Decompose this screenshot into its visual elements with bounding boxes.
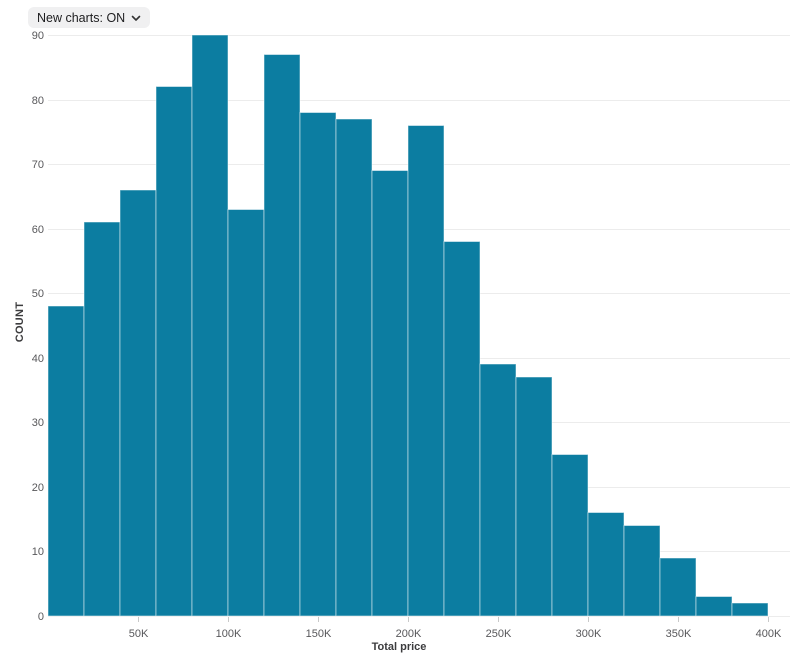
new-charts-toggle[interactable]: New charts: ON bbox=[28, 7, 151, 28]
histogram-bar[interactable] bbox=[335, 118, 373, 617]
x-tick-label: 200K bbox=[396, 628, 422, 640]
x-axis-title: Total price bbox=[371, 641, 427, 653]
histogram-bar[interactable] bbox=[299, 111, 337, 617]
x-tick-label: 100K bbox=[216, 628, 242, 640]
y-tick-label: 30 bbox=[32, 417, 44, 429]
x-tick-label: 350K bbox=[666, 628, 692, 640]
y-tick-label: 40 bbox=[32, 353, 44, 365]
y-tick-label: 60 bbox=[32, 224, 44, 236]
x-tick-label: 150K bbox=[306, 628, 332, 640]
histogram-bar[interactable] bbox=[83, 221, 121, 617]
histogram-bar[interactable] bbox=[731, 602, 769, 617]
histogram-bar[interactable] bbox=[371, 170, 409, 617]
chevron-down-icon bbox=[131, 15, 141, 22]
new-charts-toggle-label: New charts: ON bbox=[37, 10, 126, 25]
x-tick-label: 50K bbox=[129, 628, 149, 640]
y-tick-label: 80 bbox=[32, 95, 44, 107]
histogram-bar[interactable] bbox=[155, 86, 193, 617]
x-tick-label: 300K bbox=[576, 628, 602, 640]
y-tick-label: 0 bbox=[38, 611, 44, 623]
histogram-bar[interactable] bbox=[227, 208, 265, 617]
histogram-bar[interactable] bbox=[479, 363, 517, 617]
histogram-bar[interactable] bbox=[191, 34, 229, 617]
histogram-bar[interactable] bbox=[659, 557, 697, 617]
histogram-bar[interactable] bbox=[443, 241, 481, 617]
histogram-bar[interactable] bbox=[515, 376, 553, 617]
y-tick-label: 10 bbox=[32, 546, 44, 558]
x-tick-label: 250K bbox=[486, 628, 512, 640]
histogram-bar[interactable] bbox=[695, 596, 733, 617]
histogram-bar[interactable] bbox=[623, 525, 661, 617]
histogram-bar[interactable] bbox=[407, 124, 445, 617]
y-tick-label: 20 bbox=[32, 482, 44, 494]
histogram-bar[interactable] bbox=[47, 305, 85, 617]
y-tick-label: 70 bbox=[32, 159, 44, 171]
histogram-bar[interactable] bbox=[119, 189, 157, 617]
y-tick-label: 50 bbox=[32, 288, 44, 300]
histogram-bar[interactable] bbox=[263, 53, 301, 617]
y-tick-label: 90 bbox=[32, 30, 44, 42]
x-tick-label: 400K bbox=[756, 628, 782, 640]
histogram-bar[interactable] bbox=[587, 512, 625, 617]
histogram-bar[interactable] bbox=[551, 454, 589, 617]
